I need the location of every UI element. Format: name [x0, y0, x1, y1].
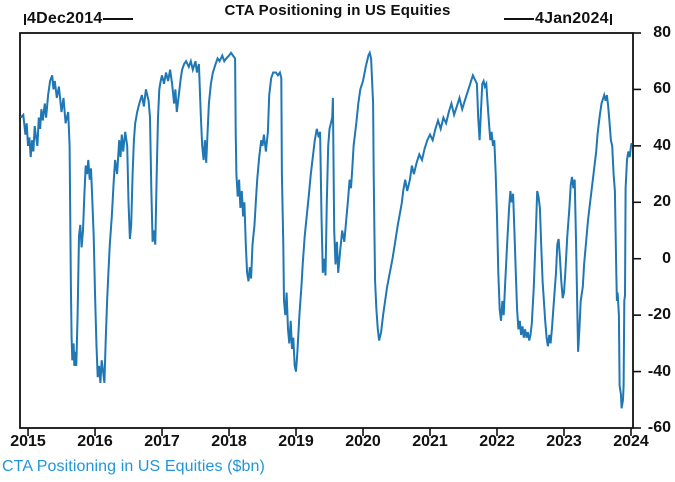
y-tick-label: 40	[653, 136, 671, 154]
range-start-cap	[24, 13, 26, 25]
y-tick-label: 0	[662, 249, 671, 267]
y-tick-label: -60	[647, 419, 671, 436]
plot-frame	[19, 32, 634, 429]
date-range-start-annotation: 4Dec2014	[24, 10, 134, 27]
x-tick-label: 2021	[412, 433, 448, 450]
x-tick-label: 2022	[479, 433, 515, 450]
x-tick-label: 2016	[77, 433, 113, 450]
chart-footer-label: CTA Positioning in US Equities ($bn)	[2, 458, 265, 475]
range-start-line	[103, 18, 134, 20]
range-end-label: 4Jan2024	[535, 10, 609, 27]
x-tick-label: 2020	[345, 433, 381, 450]
x-tick-label: 2024	[613, 433, 649, 450]
y-tick-label: 80	[653, 24, 671, 41]
chart-title: CTA Positioning in US Equities	[224, 2, 451, 19]
x-tick-label: 2017	[144, 433, 180, 450]
x-tick-label: 2023	[546, 433, 582, 450]
y-tick-label: -20	[647, 306, 671, 324]
x-tick-label: 2019	[278, 433, 314, 450]
x-tick-label: 2018	[211, 433, 247, 450]
range-end-cap	[609, 13, 612, 25]
range-end-line	[504, 18, 534, 20]
y-tick-label: 60	[653, 80, 671, 98]
cta-positioning-line	[19, 49, 633, 409]
date-range-end-annotation: 4Jan2024	[504, 10, 612, 27]
y-tick-label: -40	[647, 362, 671, 380]
range-start-label: 4Dec2014	[27, 10, 103, 27]
x-tick-label: 2015	[10, 433, 46, 450]
y-tick-label: 20	[653, 193, 671, 211]
